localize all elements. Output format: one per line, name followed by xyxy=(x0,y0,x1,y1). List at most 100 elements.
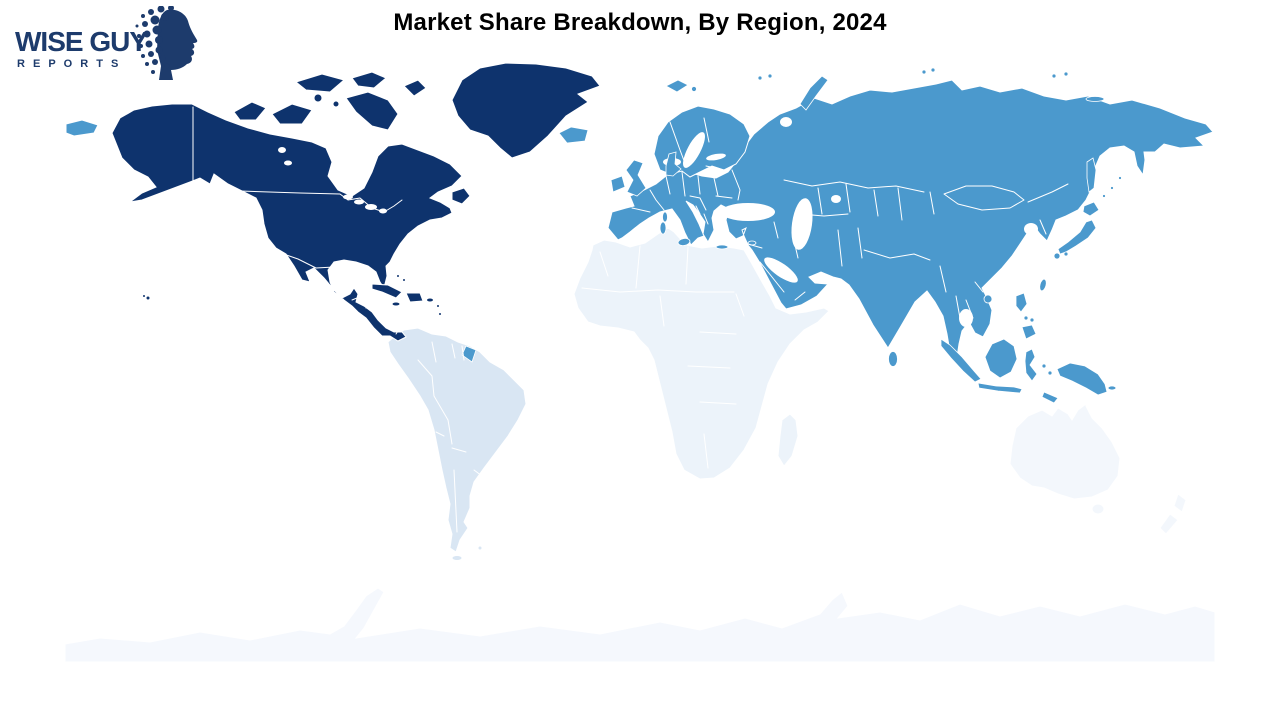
wrangel-island xyxy=(1085,96,1105,102)
border-kazakhstan-china xyxy=(929,191,935,215)
visayas-1 xyxy=(1023,315,1029,321)
franz-josef-land xyxy=(757,75,763,81)
hawaii-1 xyxy=(142,294,146,298)
border-germany-west xyxy=(665,175,671,195)
aral-sea xyxy=(831,195,841,203)
border-russia-kazakhstan xyxy=(783,179,925,193)
border-bolivia-chile xyxy=(435,431,445,437)
hawaii-2 xyxy=(145,295,151,301)
border-baltics-2 xyxy=(709,171,721,175)
border-thailand-east xyxy=(955,295,961,319)
country-borders xyxy=(192,106,1069,533)
arctic-islet-2 xyxy=(332,100,340,108)
border-colombia-venezuela xyxy=(431,341,437,363)
border-pakistan-india xyxy=(857,227,863,259)
border-saudi-south xyxy=(759,261,785,293)
gulf-of-thailand xyxy=(959,309,973,327)
kuril-island-3 xyxy=(1118,176,1122,180)
wise-guy-head-icon xyxy=(135,6,198,81)
baffin-island xyxy=(345,91,399,131)
arctic-islet-1 xyxy=(313,93,323,103)
border-brazil-west xyxy=(417,359,453,445)
ireland xyxy=(610,175,626,193)
taiwan xyxy=(1039,278,1047,292)
region-north-america xyxy=(111,62,601,342)
border-norway-sweden xyxy=(669,121,687,167)
border-ethiopia-west xyxy=(735,293,745,317)
border-romania xyxy=(715,195,733,199)
sardinia xyxy=(659,221,667,235)
border-drc-north xyxy=(699,331,737,335)
lesser-antilles-2 xyxy=(438,312,442,316)
mindanao xyxy=(1021,324,1037,340)
gulf-of-finland xyxy=(706,153,726,161)
border-central-america-1 xyxy=(351,295,363,301)
border-central-asia-3 xyxy=(845,183,851,213)
bahamas-1 xyxy=(396,274,400,278)
border-usa-mexico xyxy=(274,250,335,269)
denmark xyxy=(665,151,682,177)
border-nigeria-east xyxy=(659,295,665,327)
franz-josef-land-2 xyxy=(767,73,773,79)
visayas-2 xyxy=(1029,317,1035,323)
logo-brand-name: WISE GUY xyxy=(15,26,148,57)
border-uruguay xyxy=(473,469,483,477)
border-himalaya xyxy=(863,249,931,261)
sea-of-okhotsk xyxy=(1096,154,1132,190)
border-alps xyxy=(689,195,707,211)
sri-lanka xyxy=(888,351,898,367)
border-algeria-libya xyxy=(635,245,641,289)
border-poland-east xyxy=(697,175,701,195)
honshu xyxy=(1057,219,1097,255)
sakhalin xyxy=(1086,157,1097,193)
svalbard xyxy=(665,79,689,93)
border-drc-south xyxy=(687,365,731,369)
great-bear-lake xyxy=(278,147,286,153)
sicily xyxy=(677,237,691,247)
border-balkans-1 xyxy=(703,213,709,225)
puerto-rico xyxy=(426,297,434,303)
kyushu xyxy=(1053,252,1061,260)
newfoundland xyxy=(451,187,471,205)
lesser-antilles-1 xyxy=(436,304,440,308)
banks-island xyxy=(233,101,267,121)
new-guinea xyxy=(1056,362,1108,396)
antarctica-landmass xyxy=(64,587,1216,663)
border-balkans-2 xyxy=(695,205,701,215)
kuril-island-2 xyxy=(1110,186,1114,190)
moluccas-2 xyxy=(1047,370,1053,376)
border-central-america-2 xyxy=(365,301,373,309)
border-germany-poland xyxy=(681,171,686,197)
border-central-america-5 xyxy=(395,327,401,335)
new-britain xyxy=(1107,385,1117,391)
new-zealand-north xyxy=(1173,493,1187,513)
border-turkey-caucasus xyxy=(773,221,779,239)
arctic-island xyxy=(351,71,387,89)
border-sahel xyxy=(581,287,735,293)
bahamas-2 xyxy=(402,278,406,282)
greenland xyxy=(451,62,601,159)
north-america-landmass xyxy=(111,103,463,342)
black-sea xyxy=(721,203,775,221)
logo-text: WISE GUY R E P O R T S xyxy=(15,26,148,70)
iceland xyxy=(558,126,589,144)
border-levant xyxy=(747,243,763,249)
region-antarctica xyxy=(64,587,1216,663)
border-usa-canada xyxy=(239,190,403,213)
tasmania xyxy=(1091,503,1105,515)
baltic-sea xyxy=(682,132,706,168)
lake-ontario xyxy=(379,208,387,214)
timor xyxy=(1041,391,1059,404)
border-argentina-chile xyxy=(453,469,458,533)
border-sweden-finland xyxy=(703,117,710,143)
hainan xyxy=(983,294,993,304)
chukotka-west-sliver xyxy=(65,119,99,137)
great-slave-lake xyxy=(284,160,292,166)
south-america-landmass xyxy=(387,327,527,553)
devon-island xyxy=(403,79,427,97)
corsica xyxy=(662,211,668,223)
border-south-africa xyxy=(703,433,709,469)
border-russia-ukraine xyxy=(731,169,741,201)
wise-guy-reports-logo: WISE GUY R E P O R T S xyxy=(15,6,205,82)
